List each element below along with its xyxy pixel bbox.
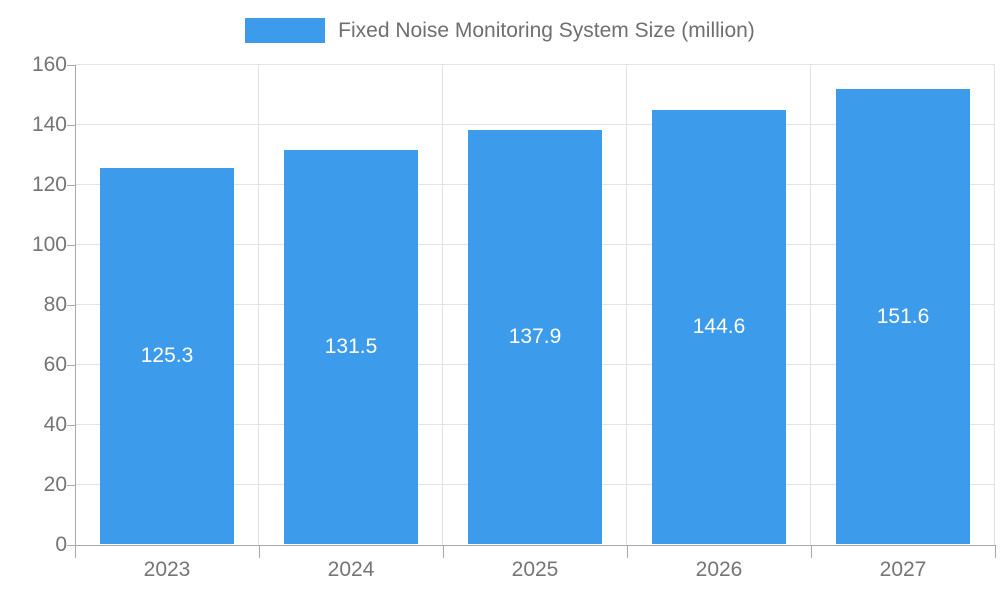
x-tick-label-2024: 2024 (327, 558, 375, 581)
bar-2024: 131.5 (284, 149, 418, 544)
bar-value-label: 137.9 (508, 325, 562, 349)
x-axis-line (67, 545, 995, 546)
legend-swatch (245, 18, 326, 43)
y-tick-label: 40 (43, 413, 67, 436)
x-tick-label-2026: 2026 (695, 558, 743, 581)
bar-2026: 144.6 (652, 110, 786, 544)
bar-2023: 125.3 (100, 168, 234, 544)
y-tick-label: 140 (31, 113, 67, 136)
legend-label: Fixed Noise Monitoring System Size (mill… (338, 18, 755, 42)
bar-value-label: 125.3 (140, 344, 194, 368)
y-axis-tick (67, 185, 75, 186)
x-tick-label-2023: 2023 (143, 558, 191, 581)
plot-area: 125.3 131.5 137.9 144.6 151.6 (75, 64, 995, 545)
y-axis-tick (67, 65, 75, 66)
x-axis-tick (811, 545, 812, 558)
y-tick-label: 100 (31, 233, 67, 256)
y-axis-tick (67, 125, 75, 126)
y-axis-tick (67, 545, 75, 546)
bar-value-label: 131.5 (324, 334, 378, 358)
x-tick-label-2025: 2025 (511, 558, 559, 581)
x-axis-tick (75, 545, 76, 558)
v-gridline (442, 65, 443, 545)
x-axis-tick (443, 545, 444, 558)
x-axis-tick (627, 545, 628, 558)
x-axis-tick (995, 545, 996, 558)
bar-2025: 137.9 (468, 130, 602, 544)
legend-item[interactable]: Fixed Noise Monitoring System Size (mill… (0, 18, 1000, 43)
y-axis-tick (67, 245, 75, 246)
y-axis-tick (67, 425, 75, 426)
h-gridline (75, 64, 995, 65)
v-gridline (810, 65, 811, 545)
bar-value-label: 144.6 (692, 315, 746, 339)
v-gridline (626, 65, 627, 545)
y-tick-label: 60 (43, 353, 67, 376)
h-gridline (75, 124, 995, 125)
x-tick-label-2027: 2027 (879, 558, 927, 581)
y-tick-label: 120 (31, 173, 67, 196)
y-axis-tick (67, 305, 75, 306)
bar-value-label: 151.6 (876, 304, 930, 328)
v-gridline (258, 65, 259, 545)
y-tick-label: 20 (43, 473, 67, 496)
y-axis-tick (67, 365, 75, 366)
v-gridline (994, 65, 995, 545)
bar-2027: 151.6 (836, 89, 970, 544)
x-axis-tick (259, 545, 260, 558)
y-axis-tick (67, 485, 75, 486)
y-axis-line (75, 65, 76, 546)
y-tick-label: 80 (43, 293, 67, 316)
y-tick-label: 160 (31, 53, 67, 76)
y-tick-label: 0 (55, 533, 67, 556)
